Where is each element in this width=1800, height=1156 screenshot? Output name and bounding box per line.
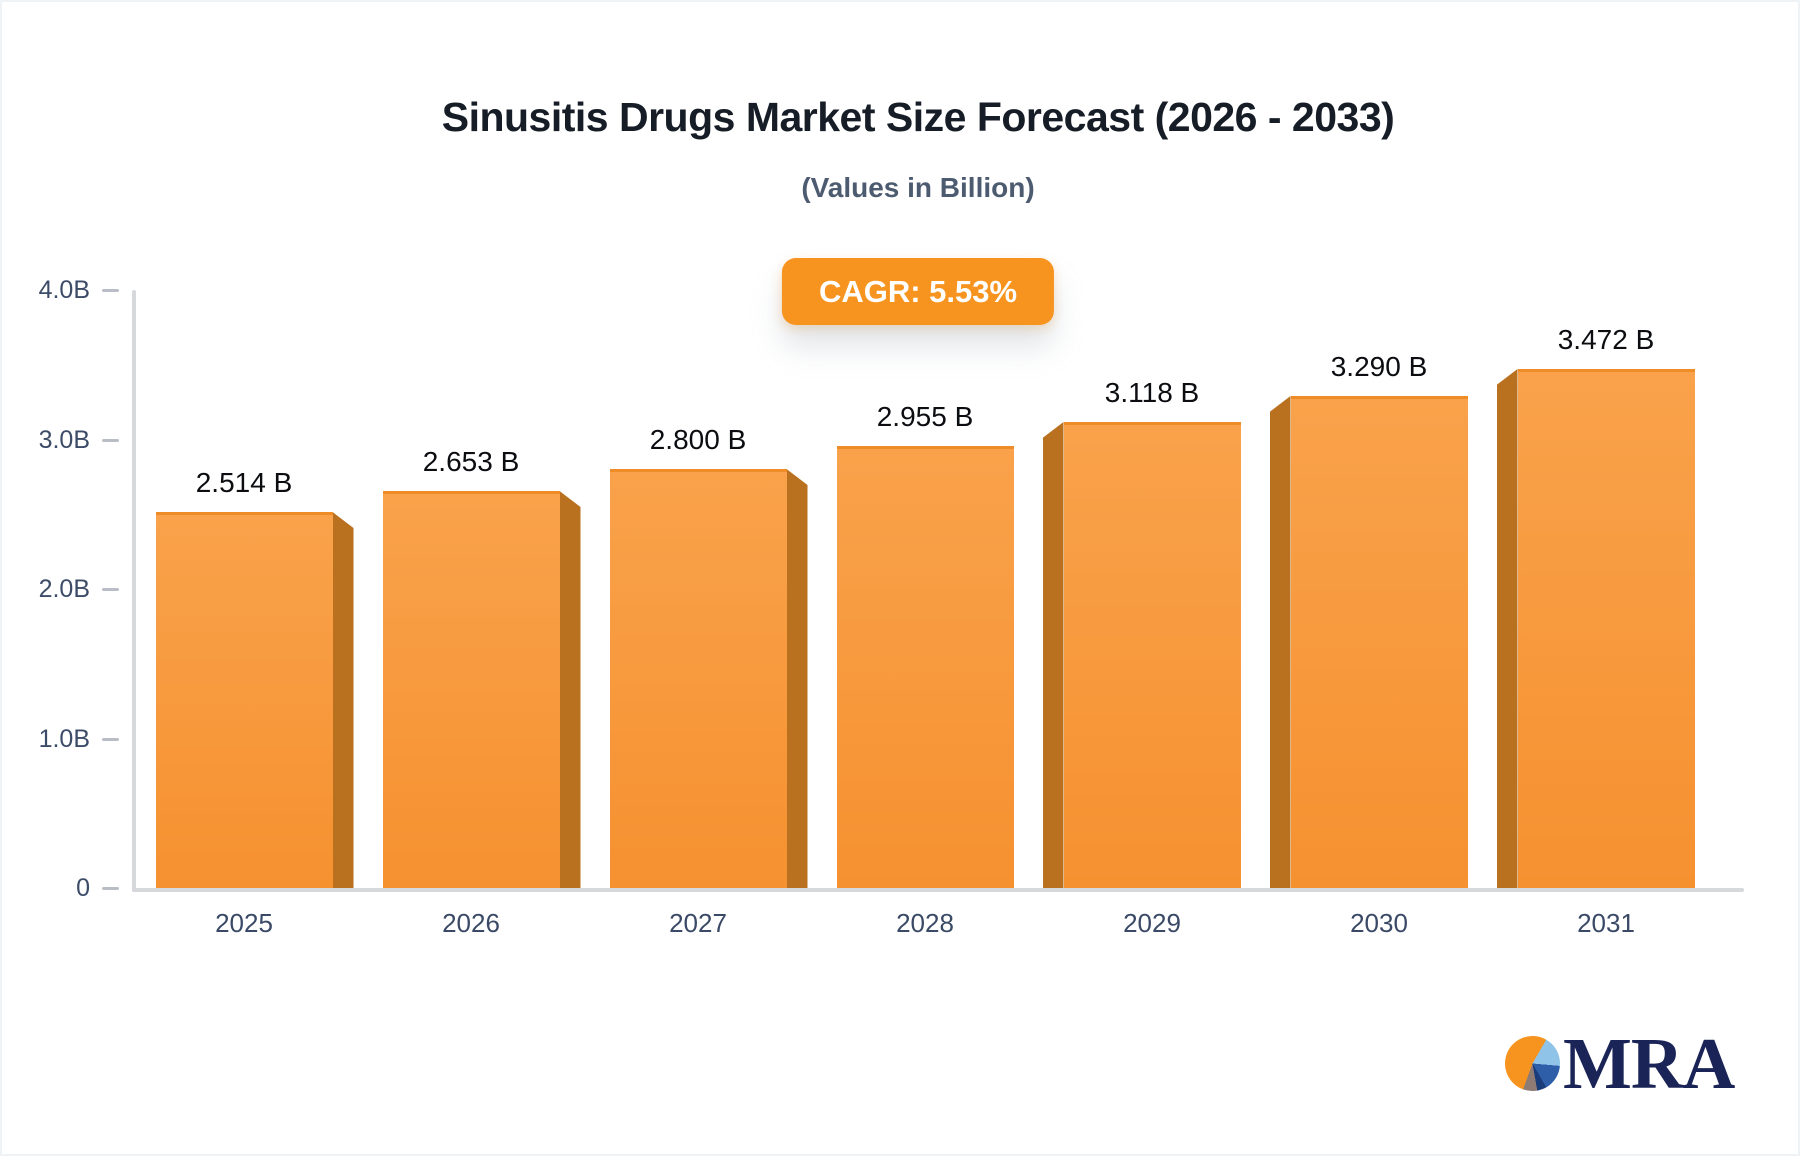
bar-value-label: 2.514 B	[195, 467, 293, 498]
x-axis-label: 2031	[1577, 908, 1635, 938]
chart-title: Sinusitis Drugs Market Size Forecast (20…	[441, 94, 1395, 140]
bar-side-face	[1496, 369, 1518, 888]
bar-value-label: 2.955 B	[876, 401, 974, 432]
bar-value-label: 2.653 B	[422, 446, 520, 477]
y-axis-label: 4.0B	[38, 276, 90, 304]
x-axis-label: 2026	[442, 908, 500, 938]
y-tick-mark	[102, 289, 119, 292]
y-axis-label: 1.0B	[38, 724, 90, 753]
y-axis-label: 0	[76, 874, 90, 902]
bar-2028	[836, 446, 1014, 888]
chart-subtitle: (Values in Billion)	[801, 172, 1035, 203]
bar-2030	[1290, 396, 1468, 888]
logo-text: MRA	[1563, 1023, 1735, 1104]
bar-2026	[382, 491, 560, 888]
bar-2029	[1063, 422, 1241, 888]
bar-side-face	[559, 491, 581, 888]
x-axis-label: 2025	[215, 908, 273, 938]
bar-2025	[155, 512, 333, 888]
y-tick-mark	[102, 887, 119, 890]
y-tick-mark	[102, 438, 119, 442]
bar-value-label: 3.118 B	[1104, 377, 1200, 408]
y-tick-mark	[102, 737, 119, 741]
y-axis-label: 3.0B	[38, 425, 90, 454]
bar-side-face	[332, 512, 354, 888]
pie-chart-logo-icon	[1505, 1036, 1560, 1091]
y-tick-mark	[102, 588, 119, 591]
y-axis-line	[132, 290, 136, 892]
x-axis-label: 2027	[669, 908, 727, 938]
bar-side-face	[1269, 396, 1291, 888]
mra-logo: MRA	[1505, 1023, 1735, 1104]
bar-value-label: 3.290 B	[1330, 351, 1428, 382]
bar-2027	[609, 469, 787, 888]
bar-value-label: 3.472 B	[1557, 324, 1655, 355]
bar-side-face	[1042, 422, 1064, 888]
x-axis-label: 2030	[1350, 908, 1408, 938]
x-axis-label: 2029	[1123, 908, 1181, 938]
bar-value-label: 2.800 B	[649, 424, 747, 455]
y-axis-label: 2.0B	[38, 575, 90, 603]
x-axis-label: 2028	[896, 908, 954, 938]
bar-2031	[1517, 369, 1695, 888]
x-axis-line	[132, 888, 1744, 892]
bar-side-face	[786, 469, 808, 888]
cagr-badge: CAGR: 5.53%	[781, 258, 1055, 325]
